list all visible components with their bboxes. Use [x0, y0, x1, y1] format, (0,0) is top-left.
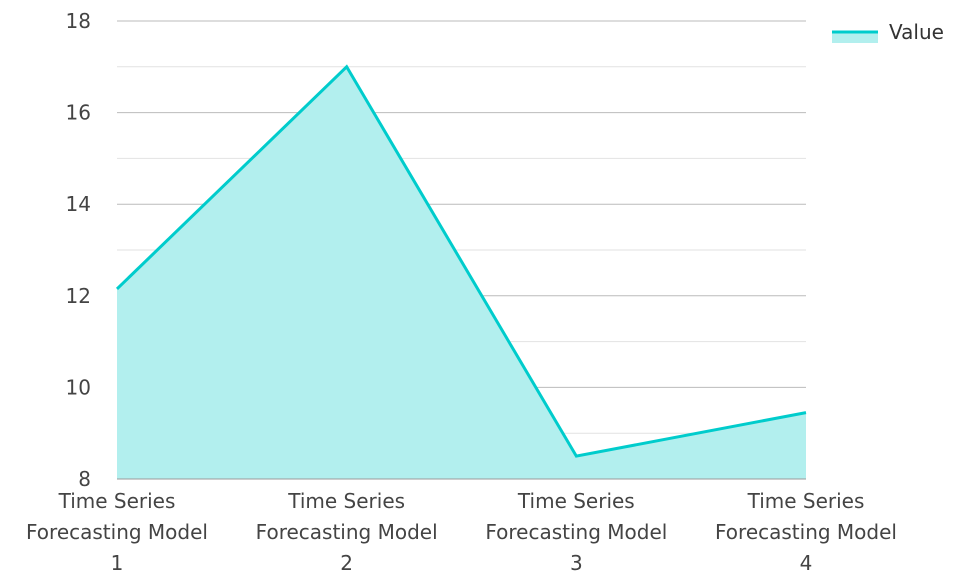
legend-label-value: Value: [889, 20, 944, 44]
y-tick-label: 12: [66, 284, 91, 308]
x-tick-label: Time Series Forecasting Model 1: [26, 489, 208, 575]
x-tick-label: Time Series Forecasting Model 4: [715, 489, 897, 575]
y-tick-label: 18: [66, 9, 91, 33]
series-value-line: [115, 64, 807, 458]
x-axis-tick-labels: Time Series Forecasting Model 1 Time Series…: [26, 489, 897, 575]
series-value-area: [117, 66, 806, 480]
x-tick-label: Time Series Forecasting Model 2: [256, 489, 438, 575]
legend: Value: [832, 20, 944, 44]
legend-swatch-value: [832, 31, 878, 43]
y-tick-label: 10: [66, 375, 91, 399]
x-tick-label: Time Series Forecasting Model 3: [485, 489, 667, 575]
y-tick-label: 8: [78, 467, 91, 491]
y-tick-label: 14: [66, 192, 91, 216]
y-axis-tick-labels: 8 10 12 14 16 18: [66, 9, 91, 491]
y-tick-label: 16: [66, 101, 91, 125]
